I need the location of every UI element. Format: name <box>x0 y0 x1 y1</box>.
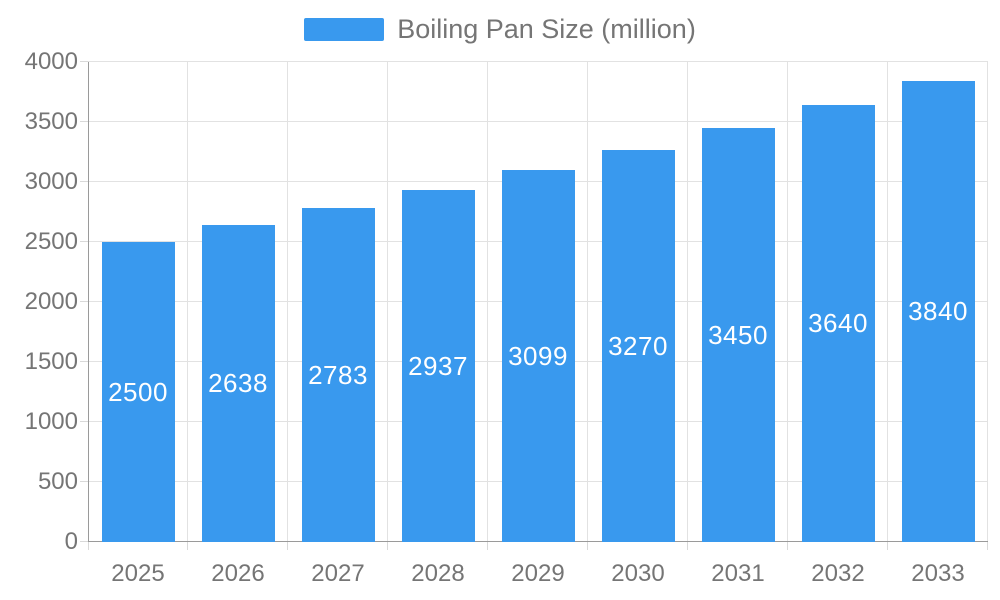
y-axis-line <box>88 62 89 542</box>
bar-value-label: 3450 <box>708 319 768 350</box>
x-axis-label: 2028 <box>411 560 465 587</box>
y-axis-tick <box>80 61 88 62</box>
y-axis-label: 500 <box>37 468 78 495</box>
x-axis-tick <box>487 542 488 550</box>
y-axis-label: 1000 <box>24 408 78 435</box>
legend-item[interactable]: Boiling Pan Size (million) <box>0 14 1000 45</box>
x-axis-label: 2030 <box>611 560 665 587</box>
y-axis-tick <box>80 301 88 302</box>
y-axis-tick <box>80 421 88 422</box>
legend-swatch <box>304 18 385 41</box>
bar-value-label: 2500 <box>108 376 168 407</box>
x-axis-tick <box>287 542 288 550</box>
y-axis-label: 4000 <box>24 48 78 75</box>
bar[interactable]: 3640 <box>801 105 875 542</box>
x-gridline <box>787 62 788 542</box>
bar[interactable]: 2500 <box>101 242 175 542</box>
x-axis-label: 2027 <box>311 560 365 587</box>
x-axis-label: 2025 <box>111 560 165 587</box>
bar[interactable]: 3099 <box>501 170 575 542</box>
bar[interactable]: 3450 <box>701 128 775 542</box>
x-axis-tick <box>88 542 89 550</box>
bar-value-label: 3640 <box>808 308 868 338</box>
x-axis-label: 2033 <box>911 560 965 587</box>
bar-value-label: 3099 <box>508 340 568 371</box>
y-axis-tick <box>80 361 88 362</box>
x-axis-tick <box>187 542 188 550</box>
y-axis-label: 3000 <box>24 168 78 195</box>
bar[interactable]: 2783 <box>301 208 375 542</box>
y-axis-label: 3500 <box>24 108 78 135</box>
x-axis-label: 2029 <box>511 560 565 587</box>
x-gridline <box>287 62 288 542</box>
x-axis-tick <box>987 542 988 550</box>
y-axis-label: 2500 <box>24 228 78 255</box>
x-axis-label: 2032 <box>811 560 865 587</box>
bar-value-label: 2937 <box>408 350 468 381</box>
bar[interactable]: 2937 <box>401 190 475 542</box>
x-axis-tick <box>587 542 588 550</box>
bar[interactable]: 3270 <box>601 150 675 542</box>
y-axis-tick <box>80 241 88 242</box>
x-gridline <box>187 62 188 542</box>
y-axis-label: 2000 <box>24 288 78 315</box>
x-gridline <box>887 62 888 542</box>
legend-label: Boiling Pan Size (million) <box>397 14 696 44</box>
bar-value-label: 3840 <box>908 296 968 326</box>
y-gridline <box>88 61 988 62</box>
x-gridline <box>387 62 388 542</box>
x-axis-tick <box>387 542 388 550</box>
x-axis-label: 2026 <box>211 560 265 587</box>
bar-value-label: 2638 <box>208 368 268 398</box>
x-axis-tick <box>887 542 888 550</box>
bar[interactable]: 2638 <box>201 225 275 542</box>
x-axis-tick <box>787 542 788 550</box>
y-gridline <box>88 121 988 122</box>
x-gridline <box>587 62 588 542</box>
bar-value-label: 2783 <box>308 359 368 390</box>
bar-value-label: 3270 <box>608 330 668 361</box>
plot-area: 2500 2638 2783 2937 3099 3270 3450 3640 3840 <box>88 61 988 542</box>
y-axis-tick <box>80 541 88 542</box>
x-gridline <box>987 62 988 542</box>
y-axis-label: 0 <box>64 528 78 555</box>
x-gridline <box>487 62 488 542</box>
x-axis-label: 2031 <box>711 560 765 587</box>
x-axis-tick <box>687 542 688 550</box>
bar[interactable]: 3840 <box>901 81 975 542</box>
y-axis-tick <box>80 481 88 482</box>
x-gridline <box>687 62 688 542</box>
y-axis-tick <box>80 181 88 182</box>
y-axis-label: 1500 <box>24 348 78 375</box>
y-axis-tick <box>80 121 88 122</box>
